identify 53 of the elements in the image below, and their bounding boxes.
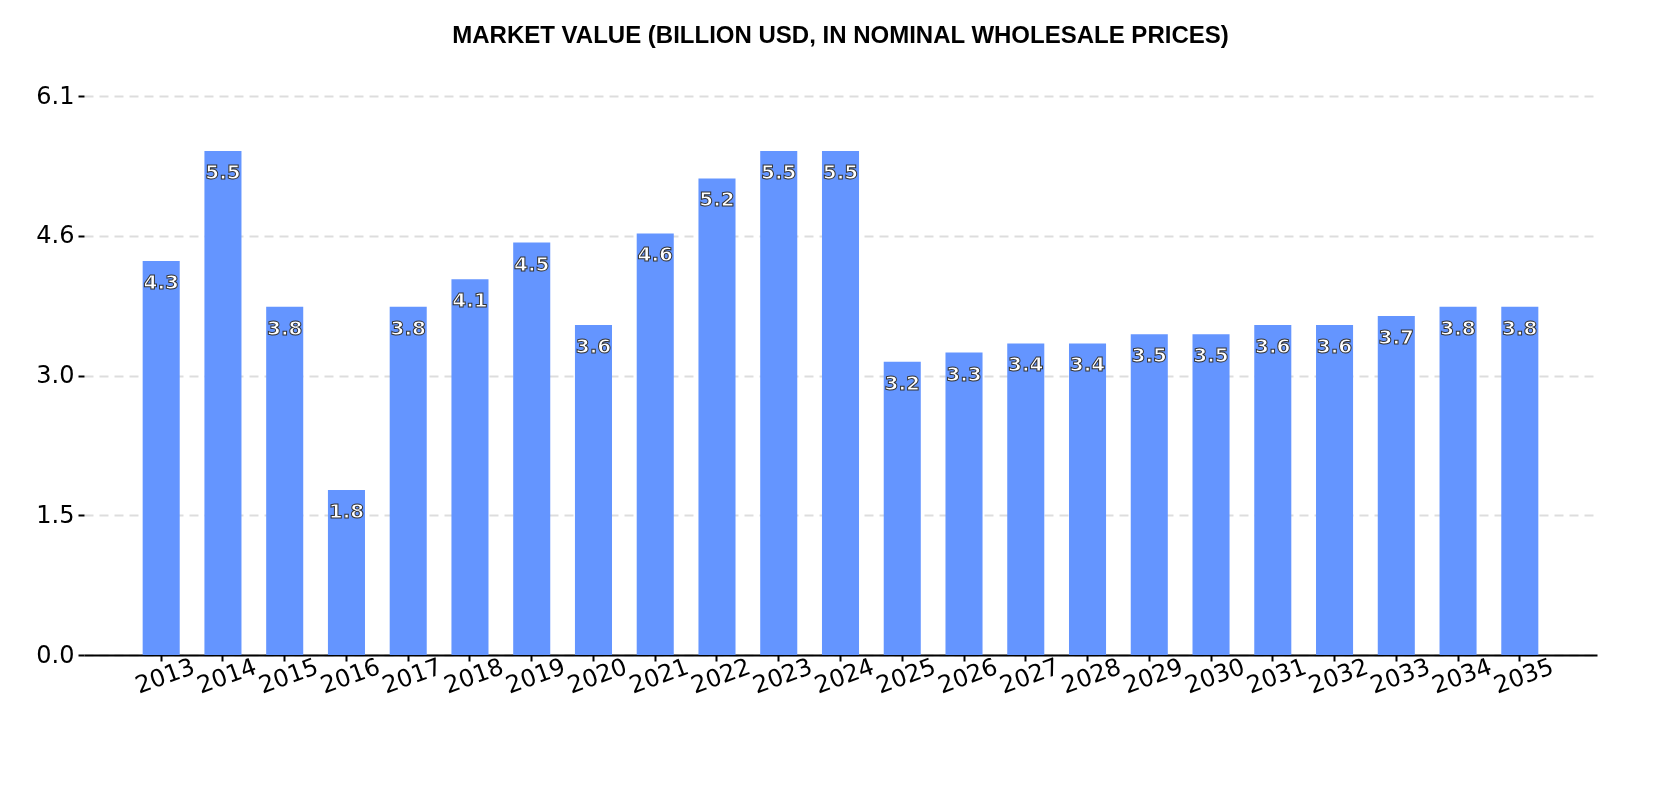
bar <box>1439 306 1477 655</box>
bar <box>1007 343 1045 655</box>
bar <box>266 306 304 655</box>
bar <box>760 150 798 655</box>
y-tick-label: 0.0 <box>36 640 75 669</box>
data-label: 3.8 <box>266 315 303 340</box>
data-label: 3.3 <box>946 361 982 386</box>
data-label: 4.6 <box>637 242 673 267</box>
y-tick-label: 6.1 <box>36 81 75 110</box>
data-label: 3.4 <box>1069 352 1106 377</box>
chart-title: MARKET VALUE (BILLION USD, IN NOMINAL WHOLESALE PRICES) <box>452 21 1229 48</box>
data-label: 3.6 <box>575 334 612 359</box>
data-label: 1.8 <box>328 499 365 524</box>
bar <box>698 178 736 655</box>
data-label: 5.5 <box>205 159 241 184</box>
bar <box>513 242 551 655</box>
bar <box>1068 343 1107 655</box>
data-label: 5.2 <box>699 187 735 212</box>
data-label: 4.3 <box>143 269 179 294</box>
bar <box>636 233 674 655</box>
data-label: 3.8 <box>1502 315 1538 340</box>
bar <box>945 352 983 655</box>
y-tick-label: 3.0 <box>36 361 75 389</box>
bar <box>1501 306 1539 655</box>
data-label: 4.5 <box>514 251 550 276</box>
data-label: 3.8 <box>390 315 426 340</box>
data-label: 5.5 <box>822 159 859 184</box>
bar <box>451 279 489 655</box>
bar <box>1192 334 1230 655</box>
bar <box>389 306 427 655</box>
data-label: 5.5 <box>761 159 797 184</box>
bar <box>1254 325 1292 655</box>
bar <box>204 150 242 655</box>
x-tick-label: 2035 <box>1490 652 1558 700</box>
bar <box>327 490 365 655</box>
data-label: 3.6 <box>1316 334 1353 359</box>
data-label: 3.5 <box>1193 343 1229 368</box>
bar <box>1377 315 1415 655</box>
bar <box>883 361 921 655</box>
bar <box>574 325 613 655</box>
data-label: 3.6 <box>1255 334 1291 359</box>
data-label: 3.8 <box>1440 315 1476 340</box>
y-tick-label: 4.6 <box>36 221 75 250</box>
data-label: 3.2 <box>884 370 920 395</box>
data-label: 4.1 <box>452 288 488 313</box>
data-label: 3.4 <box>1008 352 1044 377</box>
bar <box>1316 325 1354 655</box>
bar <box>1130 334 1168 655</box>
bar <box>821 150 860 655</box>
y-tick-label: 1.5 <box>36 500 75 529</box>
bar <box>142 260 180 655</box>
data-label: 3.5 <box>1131 343 1167 368</box>
data-label: 3.7 <box>1378 324 1415 349</box>
